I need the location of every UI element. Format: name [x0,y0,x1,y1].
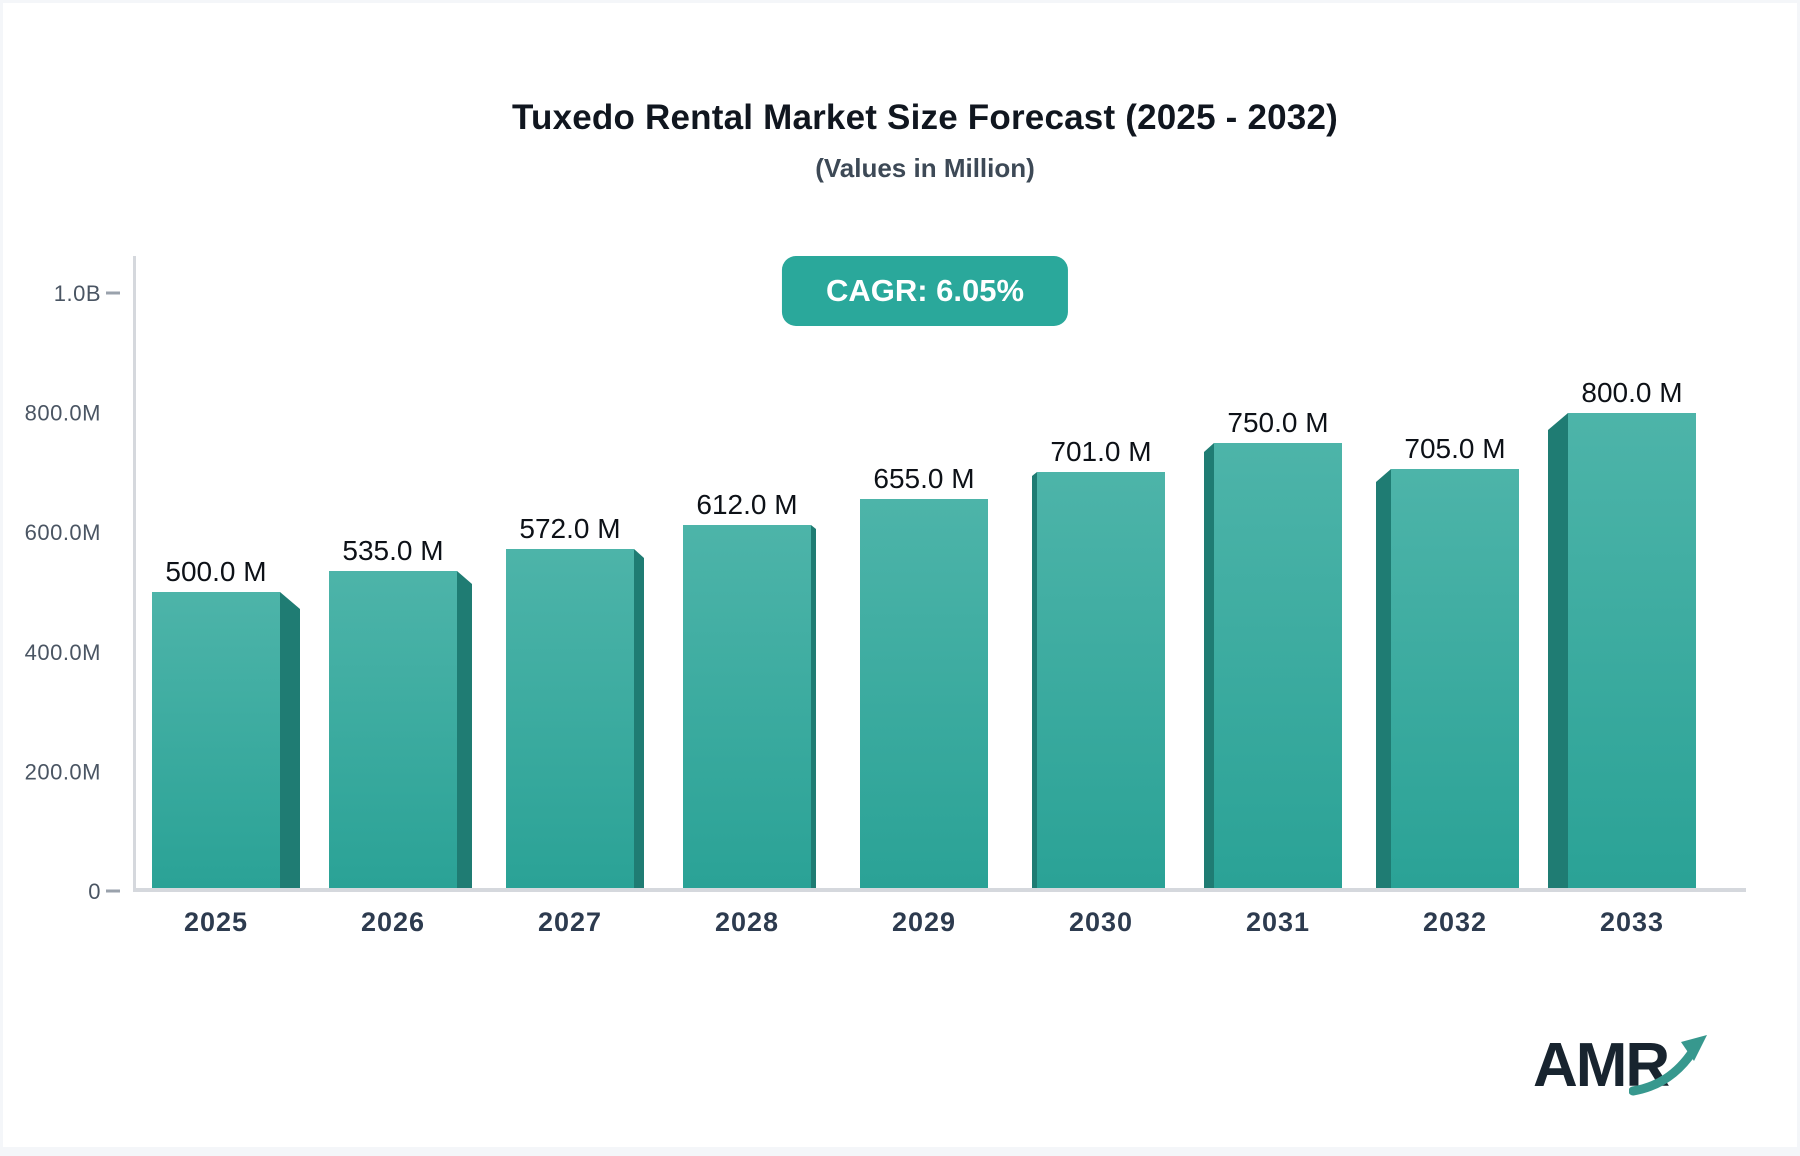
x-tick-label-2028: 2028 [715,907,779,937]
bar-side-2031 [1204,443,1214,890]
x-axis-line [133,888,1746,892]
bar-2025 [152,592,280,890]
bar-2030 [1037,472,1165,890]
bar-side-2026 [457,571,472,890]
x-tick-label-2030: 2030 [1069,907,1133,937]
value-label-2031: 750.0 M [1227,407,1328,438]
y-tick-label: 200.0M [25,759,101,784]
x-tick-label-2025: 2025 [184,907,248,937]
bar-chart: 0 200.0M 400.0M 600.0M 800.0M 1.0B 500.0 M 2025… [25,256,1746,937]
x-tick-label-2027: 2027 [538,907,602,937]
value-label-2026: 535.0 M [342,535,443,566]
value-label-2028: 612.0 M [696,489,797,520]
bar-side-2025 [280,592,300,890]
cagr-badge: CAGR: 6.05% [781,256,1069,326]
value-label-2030: 701.0 M [1050,436,1151,467]
y-tick-mark [106,291,120,295]
x-tick-label-2031: 2031 [1246,907,1310,937]
value-label-2033: 800.0 M [1581,377,1682,408]
bar-2026 [329,571,457,890]
bar-side-2028 [811,525,816,890]
y-tick-mark [106,889,120,893]
bar-2031 [1214,443,1342,890]
bar-2033 [1568,413,1696,890]
bar-side-2032 [1376,469,1391,890]
growth-arrow-icon [1629,1035,1707,1096]
y-tick-label: 800.0M [25,401,101,426]
y-tick-label: 0 [88,879,101,904]
y-tick-label: 600.0M [25,520,101,545]
x-tick-label-2029: 2029 [892,907,956,937]
bar-2032 [1391,469,1519,890]
x-tick-label-2032: 2032 [1423,907,1487,937]
bar-side-2027 [634,549,644,890]
bar-2027 [506,549,634,890]
x-tick-label-2026: 2026 [361,907,425,937]
bar-side-2030 [1032,472,1037,890]
value-label-2029: 655.0 M [873,463,974,494]
bar-side-2033 [1548,413,1568,890]
chart-title: Tuxedo Rental Market Size Forecast (2025… [512,98,1338,137]
amr-logo: AMR [1533,1035,1723,1105]
y-tick-label: 1.0B [54,281,101,306]
value-label-2032: 705.0 M [1404,433,1505,464]
chart-subtitle: (Values in Million) [815,153,1035,183]
value-label-2025: 500.0 M [165,556,266,587]
y-tick-label: 400.0M [25,640,101,665]
bar-2029 [860,499,988,890]
value-label-2027: 572.0 M [519,513,620,544]
y-axis-line [133,256,136,891]
x-tick-label-2033: 2033 [1600,907,1664,937]
bar-2028 [683,525,811,890]
